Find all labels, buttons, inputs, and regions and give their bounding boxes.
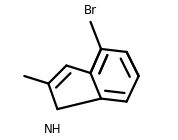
Text: NH: NH — [44, 123, 62, 136]
Text: Br: Br — [84, 4, 97, 17]
